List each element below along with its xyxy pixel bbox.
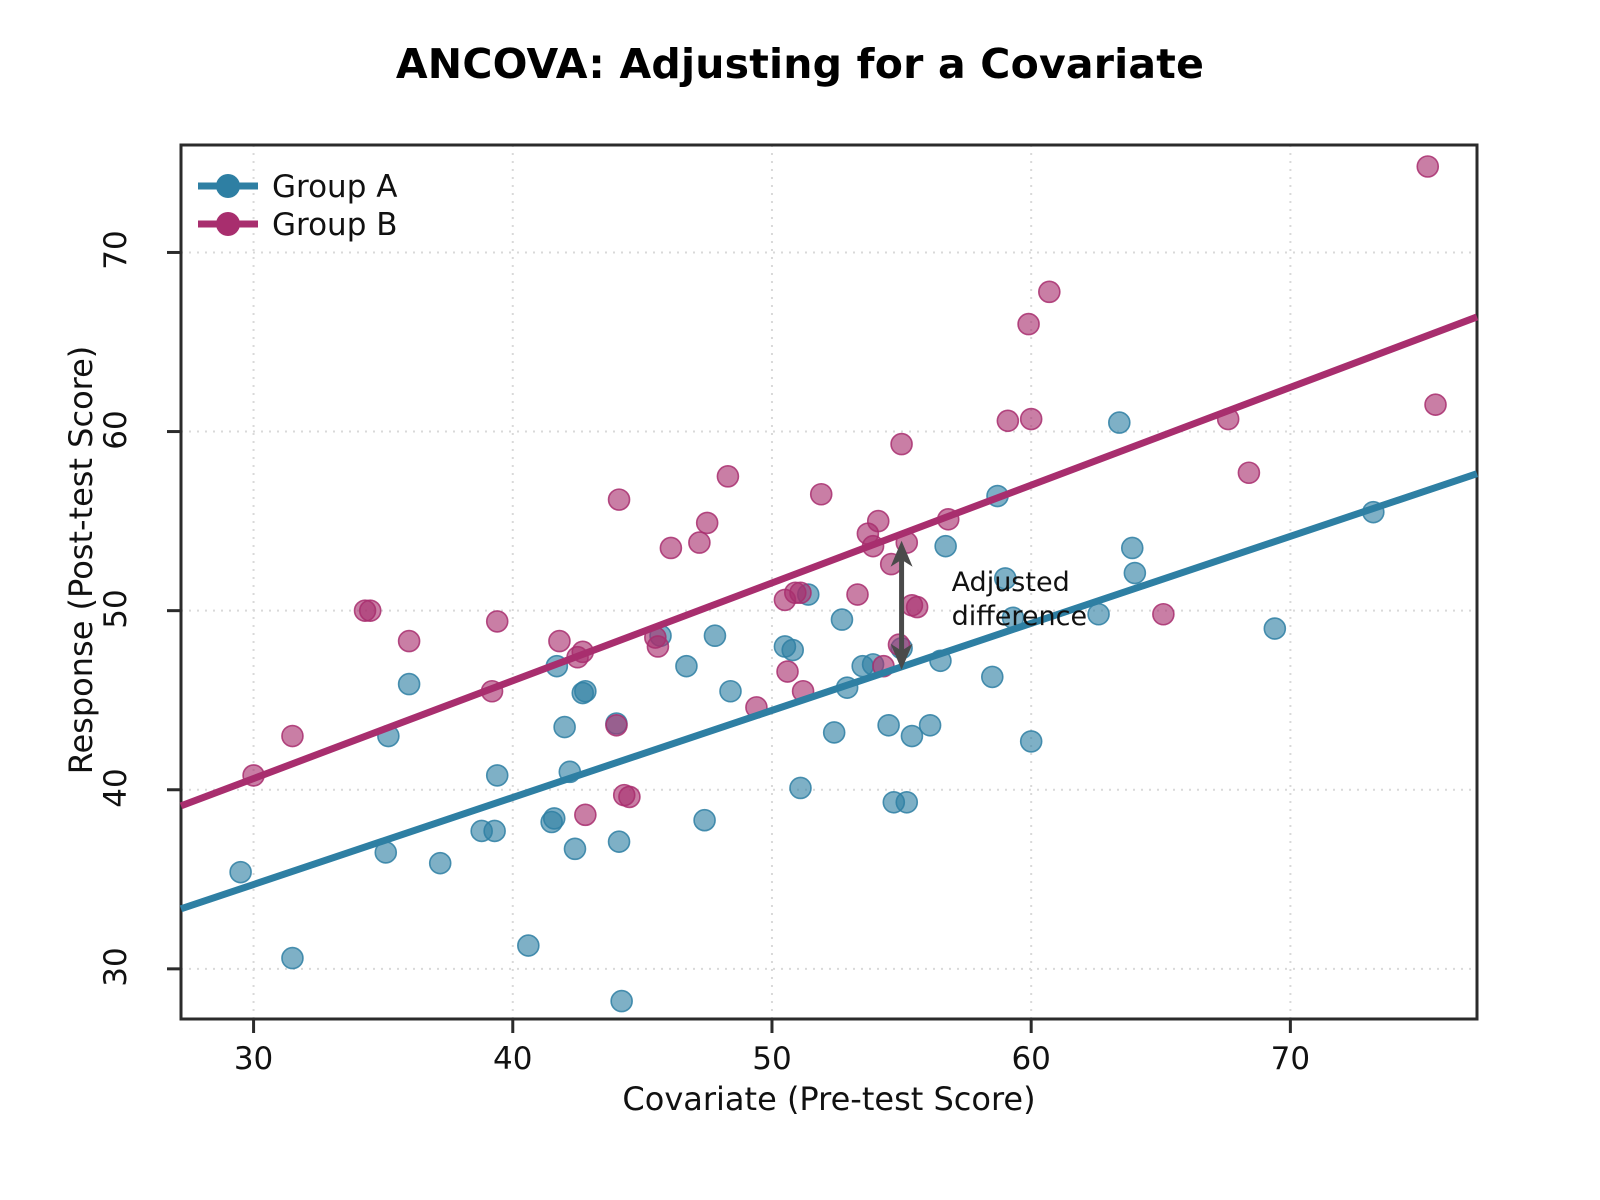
- arrow-head-down-icon: [890, 643, 913, 670]
- scatter-point: [517, 934, 540, 957]
- scatter-point: [866, 509, 890, 533]
- scatter-point: [610, 989, 633, 1013]
- scatter-point: [918, 713, 942, 737]
- legend-marker-icon: [216, 212, 240, 236]
- y-tick-label: 40: [98, 768, 134, 808]
- legend-item-group-a[interactable]: Group A: [198, 169, 397, 205]
- annotation-text-line1: Adjusted: [952, 567, 1070, 598]
- scatter-point: [895, 790, 919, 814]
- scatter-point: [397, 672, 421, 696]
- axis-ticks-layer: [167, 250, 1292, 1033]
- scatter-point: [675, 654, 698, 678]
- scatter-point: [485, 764, 509, 787]
- scatter-point: [229, 860, 252, 884]
- legend-marker-icon: [216, 174, 240, 198]
- scatter-point: [1019, 407, 1043, 431]
- scatter-point: [1120, 536, 1144, 560]
- page-title: ANCOVA: Adjusting for a Covariate: [395, 40, 1205, 88]
- y-axis-label: Response (Post-test Score): [62, 345, 100, 775]
- scatter-point: [1263, 617, 1287, 640]
- regression-line: [179, 313, 1479, 810]
- scatter-point: [397, 629, 421, 653]
- scatter-point: [789, 776, 812, 800]
- scatter-point: [1424, 393, 1447, 416]
- x-axis-label: Covariate (Pre-test Score): [622, 1080, 1036, 1118]
- x-tick-label: 40: [493, 1041, 533, 1077]
- scatter-point: [1416, 155, 1440, 178]
- scatter-point: [781, 638, 805, 662]
- scatter-point: [716, 465, 740, 488]
- scatter-point: [542, 807, 566, 830]
- scatter-point: [1237, 461, 1261, 485]
- scatter-point: [776, 660, 799, 683]
- scatter-point: [281, 946, 304, 970]
- scatter-point: [607, 488, 631, 511]
- scatter-point: [900, 724, 924, 748]
- y-tick-label: 50: [98, 588, 134, 629]
- scatter-point: [980, 665, 1004, 689]
- scatter-points-layer: [229, 155, 1447, 1013]
- scatter-point: [688, 531, 711, 554]
- legend-item-group-b[interactable]: Group B: [198, 207, 398, 243]
- regression-lines-layer: [179, 313, 1479, 913]
- scatter-point: [618, 785, 641, 809]
- regression-line: [179, 470, 1479, 913]
- scatter-point: [1152, 602, 1175, 626]
- arrow-head-up-icon: [890, 540, 913, 567]
- scatter-point: [809, 482, 833, 506]
- x-tick-label: 60: [1011, 1041, 1051, 1077]
- scatter-point: [1123, 561, 1147, 585]
- scatter-point: [646, 635, 670, 658]
- scatter-point: [719, 679, 742, 703]
- plot-frame: [179, 143, 1479, 1021]
- scatter-point: [830, 608, 854, 631]
- scatter-point: [607, 830, 631, 853]
- scatter-point: [574, 803, 597, 827]
- scatter-point: [877, 713, 900, 737]
- scatter-point: [934, 534, 957, 558]
- scatter-point: [1019, 730, 1043, 753]
- scatter-point: [563, 837, 587, 861]
- scatter-point: [428, 851, 452, 875]
- scatter-point: [605, 713, 628, 737]
- y-tick-label: 60: [98, 409, 134, 450]
- scatter-point: [1038, 280, 1061, 304]
- scatter-point: [996, 409, 1020, 433]
- legend-label: Group B: [272, 207, 398, 243]
- scatter-point: [1087, 602, 1110, 626]
- scatter-point: [553, 715, 576, 739]
- y-tick-label: 70: [98, 230, 134, 271]
- grid-layer: [181, 145, 1477, 1019]
- legend-label: Group A: [272, 169, 397, 205]
- scatter-point: [905, 595, 929, 619]
- scatter-point: [281, 724, 304, 748]
- scatter-point: [890, 432, 913, 456]
- x-tick-label: 30: [233, 1041, 274, 1077]
- scatter-point: [659, 536, 683, 560]
- scatter-point: [1017, 312, 1040, 336]
- scatter-point: [703, 624, 727, 648]
- scatter-point: [789, 581, 812, 605]
- scatter-point: [358, 599, 382, 622]
- scatter-point: [574, 679, 597, 703]
- y-tick-label: 30: [98, 947, 134, 987]
- scatter-point: [483, 819, 506, 843]
- x-tick-label: 50: [752, 1041, 792, 1077]
- scatter-point: [846, 583, 869, 606]
- scatter-point: [993, 567, 1017, 590]
- scatter-point: [1108, 411, 1131, 434]
- x-tick-label: 70: [1270, 1041, 1311, 1077]
- scatter-point: [548, 629, 571, 653]
- scatter-point: [485, 610, 509, 633]
- scatter-point: [693, 808, 716, 832]
- scatter-point: [695, 511, 719, 535]
- annotation-text-line2: difference: [952, 601, 1088, 632]
- scatter-point: [822, 721, 846, 744]
